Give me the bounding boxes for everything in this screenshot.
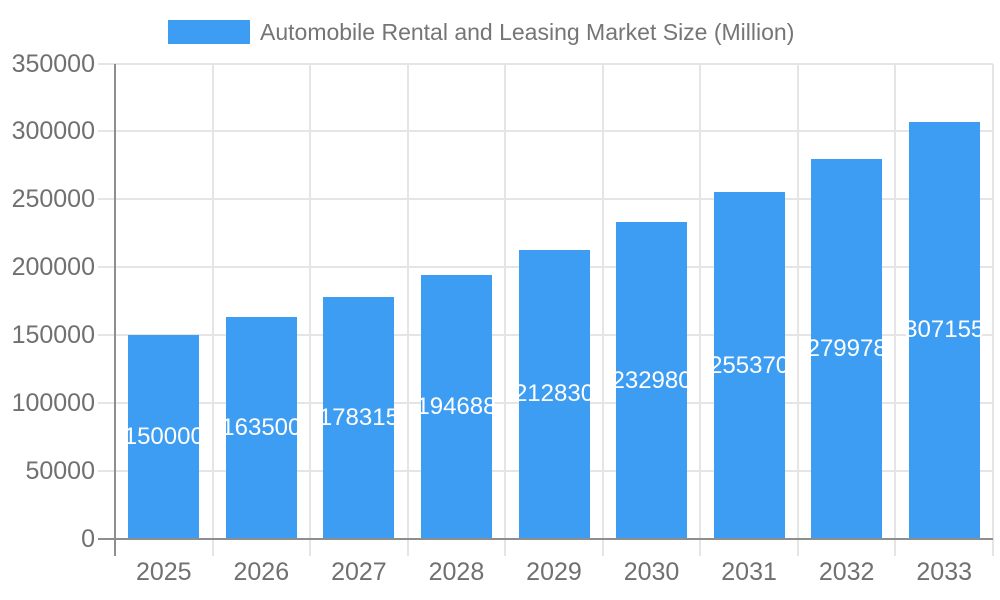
y-gridline	[98, 130, 993, 133]
x-gridline	[894, 63, 897, 556]
x-gridline	[601, 63, 604, 556]
bar-2026[interactable]: 163500	[221, 316, 301, 539]
bar-2033[interactable]: 307155	[904, 121, 984, 539]
x-gridline	[309, 63, 312, 556]
legend-swatch-icon	[168, 20, 250, 44]
bar-2028[interactable]: 194688	[416, 274, 496, 539]
x-gridline	[796, 63, 799, 556]
x-gridline	[211, 63, 214, 556]
legend-item[interactable]: Automobile Rental and Leasing Market Siz…	[168, 19, 794, 45]
x-gridline	[992, 63, 994, 556]
x-tick-label: 2032	[818, 558, 875, 586]
bar-2029[interactable]: 212830	[514, 249, 594, 539]
legend-label: Automobile Rental and Leasing Market Siz…	[260, 19, 795, 45]
y-gridline	[98, 62, 993, 65]
bar-value-label: 150000	[123, 423, 204, 451]
bar-value-label: 163500	[221, 413, 302, 441]
x-tick-label: 2030	[623, 558, 680, 586]
bar-value-label: 307155	[904, 316, 985, 344]
x-tick-label: 2028	[428, 558, 485, 586]
x-tick-label: 2029	[526, 558, 582, 586]
x-tick-label: 2027	[331, 558, 387, 586]
bar-2031[interactable]: 255370	[709, 192, 789, 539]
bar-2032[interactable]: 279978	[807, 158, 887, 539]
bar-value-label: 212830	[513, 380, 595, 408]
x-gridline	[699, 63, 702, 556]
bar-value-label: 279978	[806, 334, 887, 362]
x-tick-label: 2033	[916, 558, 973, 586]
bar-2027[interactable]: 178315	[319, 296, 399, 539]
y-tick-label: 300000	[11, 117, 95, 146]
bar-value-label: 194688	[416, 392, 497, 420]
bar-value-label: 255370	[709, 351, 790, 379]
bar-2030[interactable]: 232980	[612, 222, 692, 539]
bar-2025[interactable]: 150000	[124, 335, 204, 539]
x-axis-line	[98, 538, 993, 540]
bar-value-label: 178315	[318, 403, 399, 431]
x-tick-label: 2031	[721, 558, 777, 586]
y-tick-label: 150000	[11, 321, 95, 350]
y-axis-line	[114, 63, 116, 556]
x-tick-label: 2025	[135, 558, 192, 586]
y-tick-label: 100000	[11, 389, 95, 418]
y-tick-label: 200000	[11, 253, 95, 282]
x-tick-label: 2026	[233, 558, 290, 586]
y-tick-label: 250000	[11, 185, 95, 214]
x-gridline	[504, 63, 507, 556]
y-gridline	[98, 198, 993, 201]
y-tick-label: 0	[81, 525, 95, 553]
y-tick-label: 50000	[25, 457, 95, 486]
x-gridline	[406, 63, 409, 556]
y-tick-label: 350000	[11, 49, 95, 78]
bar-value-label: 232980	[611, 366, 692, 394]
